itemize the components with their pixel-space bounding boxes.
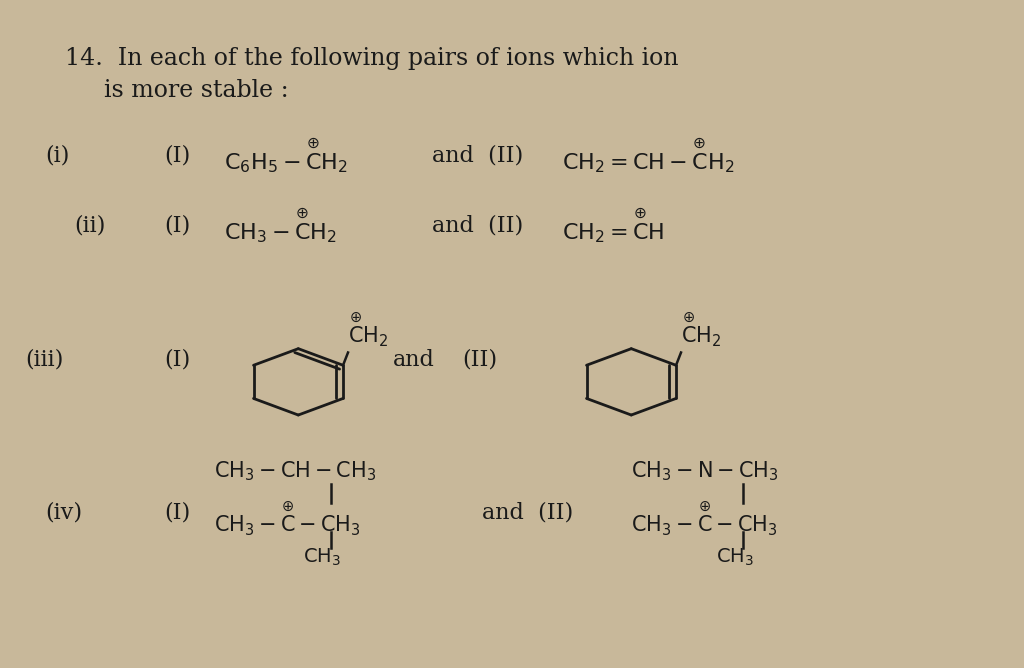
Text: $\mathrm{CH_3}$: $\mathrm{CH_3}$ (716, 546, 754, 568)
Text: $\mathrm{CH_3-CH-CH_3}$: $\mathrm{CH_3-CH-CH_3}$ (214, 460, 376, 483)
Text: 14.  In each of the following pairs of ions which ion: 14. In each of the following pairs of io… (65, 47, 678, 70)
Text: and  (II): and (II) (432, 214, 523, 236)
Text: (I): (I) (164, 144, 190, 166)
Text: and: and (393, 349, 434, 371)
Text: $\mathrm{CH_2=\overset{⊕}{C}H}$: $\mathrm{CH_2=\overset{⊕}{C}H}$ (562, 206, 664, 245)
Text: (i): (i) (45, 144, 70, 166)
Text: $\mathrm{\overset{⊕}{C}H_2}$: $\mathrm{\overset{⊕}{C}H_2}$ (348, 311, 388, 349)
Text: (I): (I) (164, 349, 190, 371)
Text: $\mathrm{CH_3}$: $\mathrm{CH_3}$ (303, 546, 341, 568)
Text: (II): (II) (462, 349, 498, 371)
Text: (I): (I) (164, 502, 190, 524)
Text: (I): (I) (164, 214, 190, 236)
Text: $\mathrm{CH_3-N-CH_3}$: $\mathrm{CH_3-N-CH_3}$ (631, 460, 779, 483)
Text: is more stable :: is more stable : (104, 79, 289, 102)
Text: $\mathrm{CH_3-\overset{⊕}{C}H_2}$: $\mathrm{CH_3-\overset{⊕}{C}H_2}$ (223, 206, 337, 245)
Text: $\mathrm{CH_3-\overset{⊕}{C}-CH_3}$: $\mathrm{CH_3-\overset{⊕}{C}-CH_3}$ (631, 500, 778, 538)
Text: $\mathrm{CH_2=CH-\overset{⊕}{C}H_2}$: $\mathrm{CH_2=CH-\overset{⊕}{C}H_2}$ (562, 136, 734, 175)
Text: (iii): (iii) (25, 349, 63, 371)
Text: and  (II): and (II) (432, 144, 523, 166)
Text: $\mathrm{CH_3-\overset{⊕}{C}-CH_3}$: $\mathrm{CH_3-\overset{⊕}{C}-CH_3}$ (214, 500, 360, 538)
Text: and  (II): and (II) (482, 502, 573, 524)
Text: (ii): (ii) (75, 214, 106, 236)
Text: (iv): (iv) (45, 502, 82, 524)
Text: $\mathrm{C_6H_5-\overset{⊕}{C}H_2}$: $\mathrm{C_6H_5-\overset{⊕}{C}H_2}$ (223, 136, 347, 175)
Text: $\mathrm{\overset{⊕}{C}H_2}$: $\mathrm{\overset{⊕}{C}H_2}$ (681, 311, 721, 349)
